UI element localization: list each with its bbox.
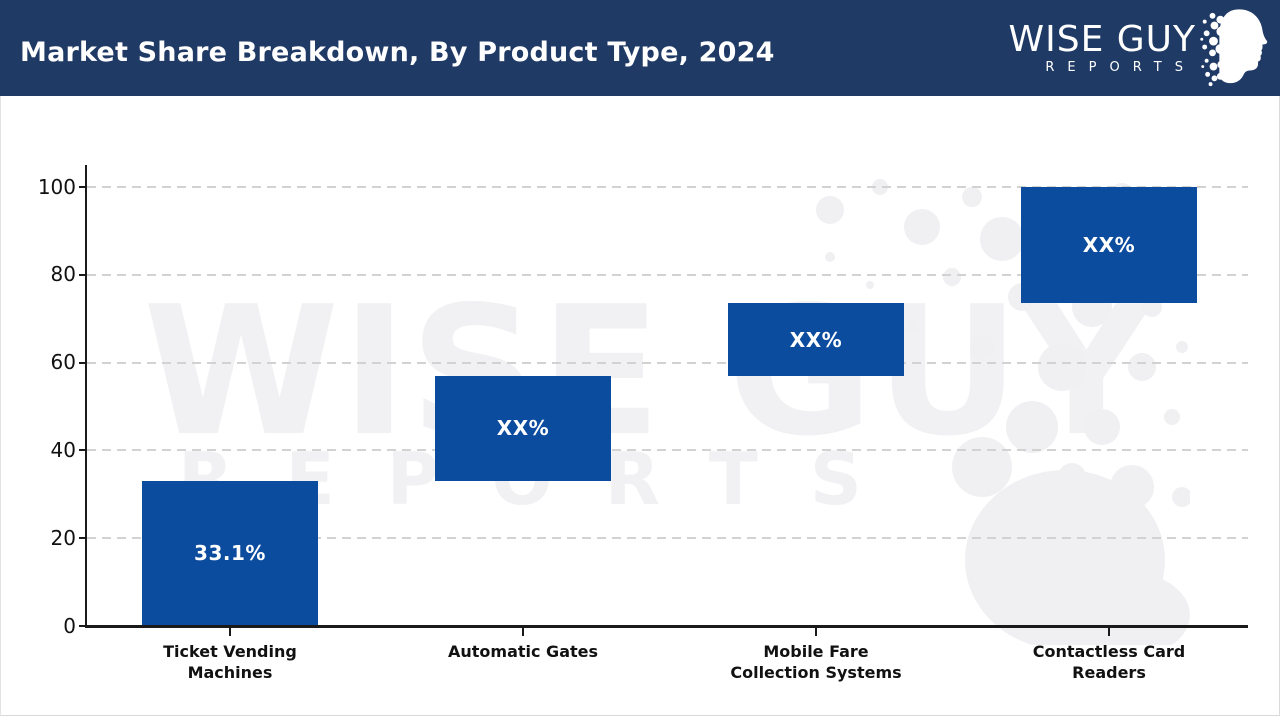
bar-segment: XX% <box>1021 187 1197 304</box>
y-tick-mark <box>79 273 87 276</box>
x-tick-mark <box>229 628 231 636</box>
y-tick-mark <box>79 537 87 540</box>
category-label-line: Ticket Vending <box>163 642 297 661</box>
head-profile-icon <box>1200 9 1268 87</box>
gridline <box>87 449 1248 452</box>
y-tick-label: 40 <box>50 437 76 462</box>
brand-subname: REPORTS <box>1045 59 1196 75</box>
x-tick-mark <box>1108 628 1110 636</box>
y-axis-spine <box>85 165 87 628</box>
category-label-line: Machines <box>187 663 273 682</box>
category-label-line: Contactless Card <box>1032 642 1186 661</box>
category-label: Mobile Fare Collection Systems <box>691 641 941 683</box>
page-title: Market Share Breakdown, By Product Type,… <box>20 37 775 68</box>
gridline <box>87 361 1248 364</box>
y-tick-mark <box>79 625 87 627</box>
brand-logo: WISE GUY REPORTS <box>1009 6 1271 90</box>
brand-name: WISE GUY <box>1008 19 1196 61</box>
gridline <box>87 537 1248 540</box>
y-tick-label: 100 <box>37 174 76 199</box>
y-tick-label: 60 <box>50 350 76 375</box>
category-label-line: Automatic Gates <box>447 642 599 661</box>
x-tick-mark <box>522 628 524 636</box>
brand-text: WISE GUY REPORTS <box>1009 21 1197 75</box>
category-label: Automatic Gates <box>398 641 648 662</box>
category-label: Ticket Vending Machines <box>105 641 355 683</box>
bar-segment: XX% <box>435 375 611 481</box>
y-tick-mark <box>79 186 87 188</box>
bar-segment: XX% <box>728 303 904 376</box>
gridline <box>87 273 1248 276</box>
y-tick-mark <box>79 449 87 452</box>
category-label-line: Readers <box>1072 663 1146 682</box>
category-label-line: Collection Systems <box>730 663 902 682</box>
bar-value-label: 33.1% <box>194 541 266 566</box>
header: Market Share Breakdown, By Product Type,… <box>0 0 1280 96</box>
bar-value-label: XX% <box>1082 233 1136 258</box>
category-label: Contactless Card Readers <box>984 641 1234 683</box>
y-tick-label: 0 <box>63 613 76 638</box>
bar-value-label: XX% <box>496 416 550 441</box>
y-tick-label: 20 <box>50 525 76 550</box>
x-axis-spine <box>85 625 1248 628</box>
category-label-line: Mobile Fare <box>763 642 869 661</box>
watermark-text: WISE GUY <box>143 268 1153 475</box>
gridline <box>87 186 1248 188</box>
bar-segment: 33.1% <box>142 480 318 626</box>
watermark-dots-icon <box>816 179 1190 645</box>
x-tick-mark <box>815 628 817 636</box>
y-tick-label: 80 <box>50 262 76 287</box>
y-tick-mark <box>79 361 87 364</box>
bar-value-label: XX% <box>789 327 843 352</box>
